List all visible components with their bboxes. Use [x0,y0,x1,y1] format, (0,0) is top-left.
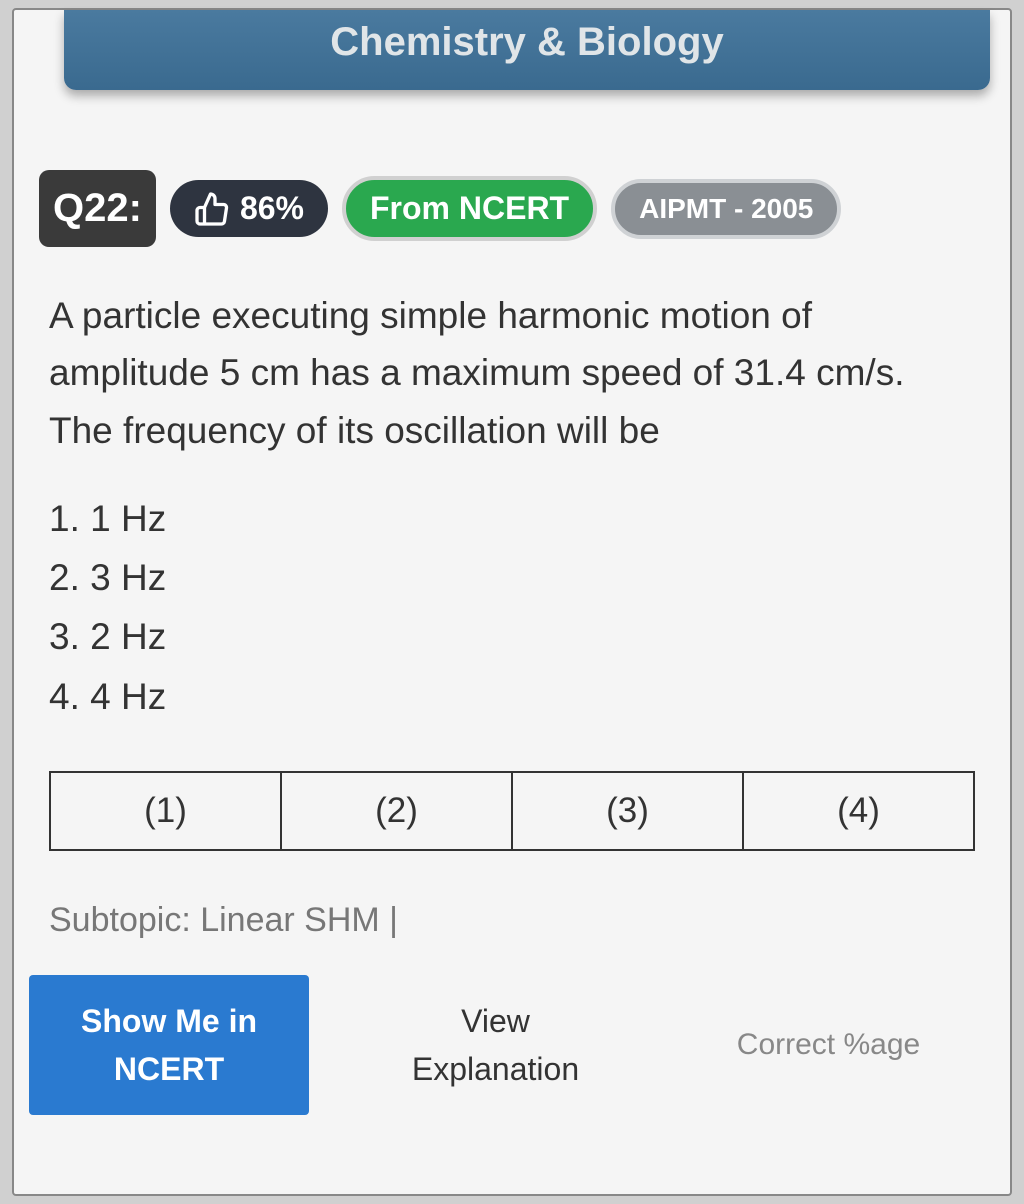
exam-pill[interactable]: AIPMT - 2005 [611,179,841,239]
thumbs-up-icon [194,191,230,227]
like-percentage-pill[interactable]: 86% [170,180,328,237]
view-explanation-line1: View [349,997,642,1045]
subtopic-row: Subtopic: Linear SHM | [49,901,975,940]
option-4: 4. 4 Hz [49,667,975,726]
correct-percentage-label: Correct %age [737,1028,920,1061]
answer-cell-4-label: (4) [837,791,880,830]
option-1: 1. 1 Hz [49,489,975,548]
option-2: 2. 3 Hz [49,548,975,607]
option-3: 3. 2 Hz [49,607,975,666]
exam-text: AIPMT - 2005 [639,193,813,225]
show-ncert-line2: NCERT [59,1045,279,1093]
answer-cell-3[interactable]: (3) [513,773,744,849]
header-title: Chemistry & Biology [330,20,723,64]
source-pill[interactable]: From NCERT [342,176,597,241]
answer-cell-2-label: (2) [375,791,418,830]
show-ncert-line1: Show Me in [59,997,279,1045]
view-explanation-line2: Explanation [349,1045,642,1093]
like-percentage-text: 86% [240,190,304,227]
answer-table: (1) (2) (3) (4) [49,771,975,851]
answer-cell-1[interactable]: (1) [51,773,282,849]
view-explanation-button[interactable]: View Explanation [349,997,642,1093]
answer-cell-4[interactable]: (4) [744,773,973,849]
main-content: Chemistry & Biology Q22: 86% From NCERT … [12,8,1012,1196]
answer-cell-1-label: (1) [144,791,187,830]
question-number-text: Q22: [53,186,142,231]
options-list: 1. 1 Hz 2. 3 Hz 3. 2 Hz 4. 4 Hz [49,489,975,726]
question-text: A particle executing simple harmonic mot… [49,287,975,459]
subtopic-value: Linear SHM | [200,901,398,939]
header-banner[interactable]: Chemistry & Biology [64,10,990,90]
source-text: From NCERT [370,190,569,227]
outer-frame: Chemistry & Biology Q22: 86% From NCERT … [0,0,1024,1204]
question-number-badge: Q22: [39,170,156,247]
bottom-buttons: Show Me in NCERT View Explanation Correc… [29,975,975,1115]
badge-row: Q22: 86% From NCERT AIPMT - 2005 [39,170,985,247]
correct-percentage-button[interactable]: Correct %age [682,1028,975,1062]
subtopic-label: Subtopic: [49,901,191,939]
answer-cell-2[interactable]: (2) [282,773,513,849]
answer-cell-3-label: (3) [606,791,649,830]
show-me-in-ncert-button[interactable]: Show Me in NCERT [29,975,309,1115]
